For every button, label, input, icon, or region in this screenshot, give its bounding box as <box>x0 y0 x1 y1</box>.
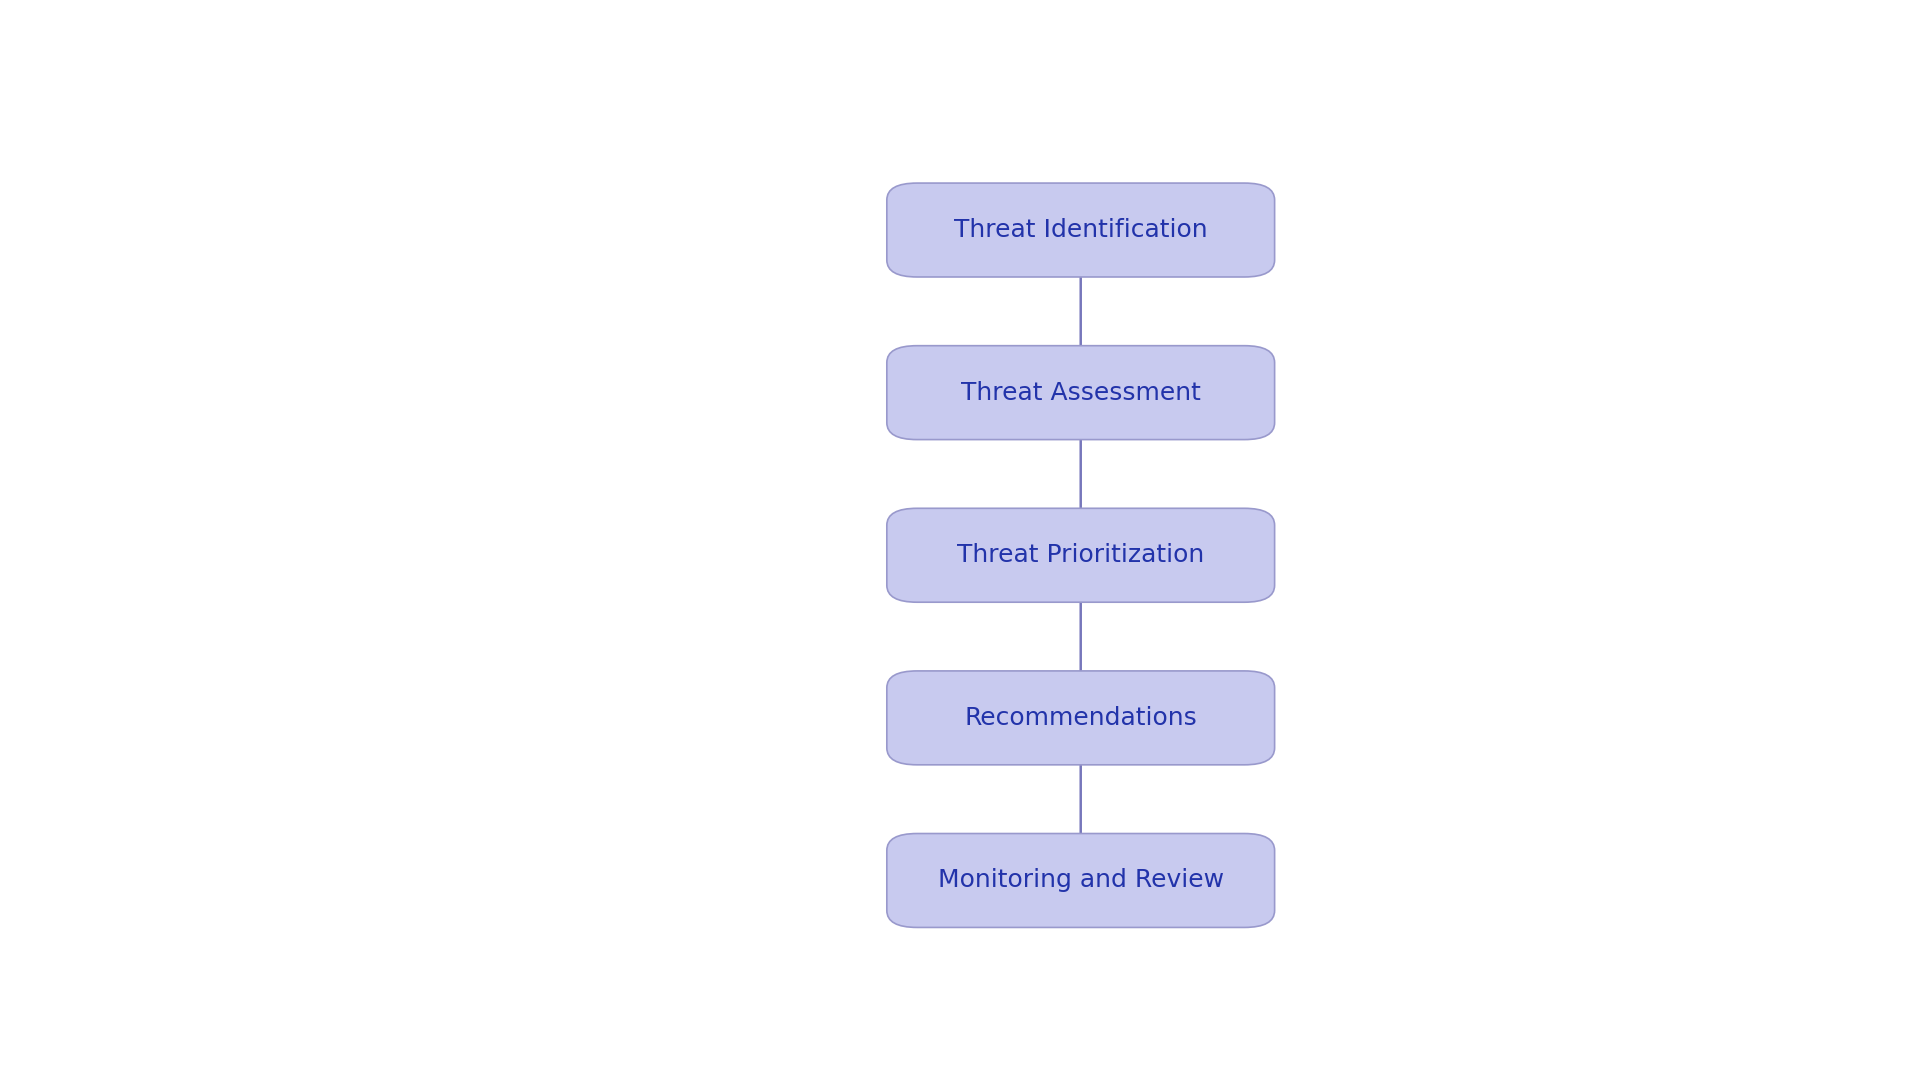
Text: Threat Identification: Threat Identification <box>954 218 1208 242</box>
FancyBboxPatch shape <box>887 670 1275 765</box>
FancyBboxPatch shape <box>887 345 1275 440</box>
Text: Threat Assessment: Threat Assessment <box>960 380 1200 405</box>
Text: Threat Prioritization: Threat Prioritization <box>956 544 1204 567</box>
FancyBboxPatch shape <box>887 183 1275 277</box>
FancyBboxPatch shape <box>887 508 1275 602</box>
FancyBboxPatch shape <box>887 834 1275 927</box>
Text: Monitoring and Review: Monitoring and Review <box>937 869 1223 892</box>
Text: Recommendations: Recommendations <box>964 706 1196 730</box>
